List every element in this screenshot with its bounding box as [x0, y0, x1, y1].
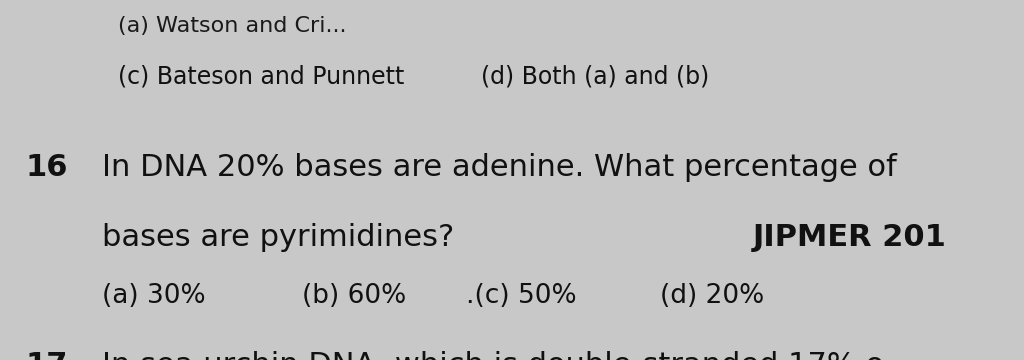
- Text: JIPMER 201: JIPMER 201: [753, 223, 946, 252]
- Text: (c) Bateson and Punnett: (c) Bateson and Punnett: [118, 65, 404, 89]
- Text: (b) 60%: (b) 60%: [302, 283, 407, 309]
- Text: 17: 17: [26, 351, 68, 360]
- Text: (a) 30%: (a) 30%: [102, 283, 206, 309]
- Text: bases are pyrimidines?: bases are pyrimidines?: [102, 223, 455, 252]
- Text: .(c) 50%: .(c) 50%: [466, 283, 577, 309]
- Text: (d) Both (a) and (b): (d) Both (a) and (b): [481, 65, 710, 89]
- Text: (d) 20%: (d) 20%: [660, 283, 765, 309]
- Text: 16: 16: [26, 153, 69, 182]
- Text: In sea urchin DNA, which is double-stranded 17% o: In sea urchin DNA, which is double-stran…: [102, 351, 885, 360]
- Text: In DNA 20% bases are adenine. What percentage of: In DNA 20% bases are adenine. What perce…: [102, 153, 897, 182]
- Text: (a) Watson and Cri...: (a) Watson and Cri...: [118, 16, 346, 36]
